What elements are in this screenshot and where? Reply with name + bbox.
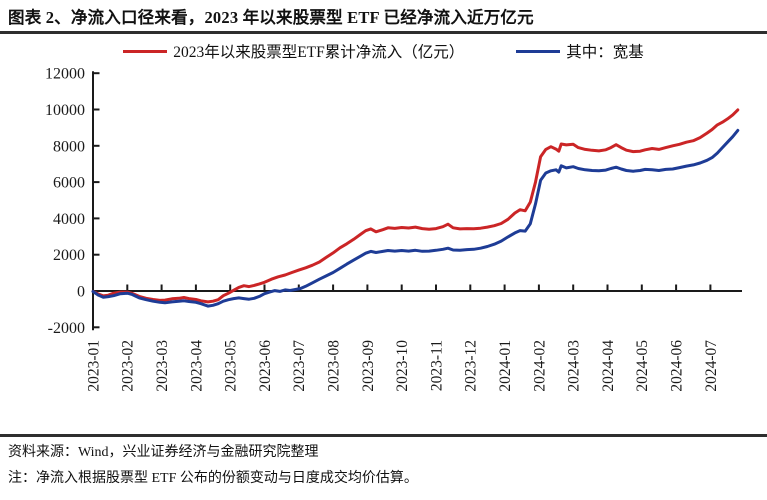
svg-text:2023-05: 2023-05 (223, 340, 240, 392)
svg-text:6000: 6000 (53, 175, 85, 192)
legend-label-broad-based: 其中：宽基 (566, 44, 644, 61)
legend-blue-line-swatch (516, 49, 561, 53)
svg-text:2024-06: 2024-06 (669, 340, 686, 392)
svg-text:2023-01: 2023-01 (85, 340, 102, 392)
chart-legend: 2023年以来股票型ETF累计净流入（亿元） 其中：宽基 (0, 40, 767, 62)
chart-header: 图表 2、净流入口径来看，2023 年以来股票型 ETF 已经净流入近万亿元 (0, 0, 767, 34)
svg-text:0: 0 (77, 284, 85, 301)
legend-item-cumulative: 2023年以来股票型ETF累计净流入（亿元） (123, 40, 464, 62)
svg-text:2023-11: 2023-11 (428, 340, 445, 391)
chart-footer: 资料来源：Wind，兴业证券经济与金融研究院整理 注：净流入根据股票型 ETF … (0, 434, 767, 489)
svg-text:2024-07: 2024-07 (703, 340, 720, 392)
legend-red-line-swatch (123, 49, 168, 53)
svg-text:2023-04: 2023-04 (188, 340, 205, 392)
svg-text:2023-08: 2023-08 (326, 340, 343, 392)
svg-text:2024-03: 2024-03 (566, 340, 583, 392)
legend-label-cumulative: 2023年以来股票型ETF累计净流入（亿元） (173, 44, 465, 61)
svg-text:2023-06: 2023-06 (257, 340, 274, 392)
page-title: 图表 2、净流入口径来看，2023 年以来股票型 ETF 已经净流入近万亿元 (8, 8, 534, 27)
svg-text:2023-10: 2023-10 (394, 340, 411, 392)
source-line: 资料来源：Wind，兴业证券经济与金融研究院整理 (8, 445, 319, 460)
svg-text:4000: 4000 (53, 211, 85, 228)
svg-text:2023-09: 2023-09 (360, 340, 377, 392)
svg-text:2024-05: 2024-05 (634, 340, 651, 392)
svg-text:2024-01: 2024-01 (497, 340, 514, 392)
svg-text:-2000: -2000 (48, 320, 85, 337)
svg-text:2024-04: 2024-04 (600, 340, 617, 392)
svg-text:2024-02: 2024-02 (531, 340, 548, 392)
svg-text:2023-02: 2023-02 (120, 340, 137, 392)
svg-text:8000: 8000 (53, 138, 85, 155)
svg-text:2023-12: 2023-12 (463, 340, 480, 392)
legend-item-broad-based: 其中：宽基 (516, 40, 644, 62)
note-line: 注：净流入根据股票型 ETF 公布的份额变动与日度成交均价估算。 (8, 470, 418, 486)
svg-text:2023-07: 2023-07 (291, 340, 308, 392)
svg-text:2000: 2000 (53, 247, 85, 264)
etf-flow-chart: 12000 10000 8000 6000 4000 2000 0 -2000 2023-01 2… (0, 34, 767, 434)
svg-text:10000: 10000 (45, 102, 85, 119)
svg-text:2023-03: 2023-03 (154, 340, 171, 392)
svg-text:12000: 12000 (45, 66, 85, 83)
